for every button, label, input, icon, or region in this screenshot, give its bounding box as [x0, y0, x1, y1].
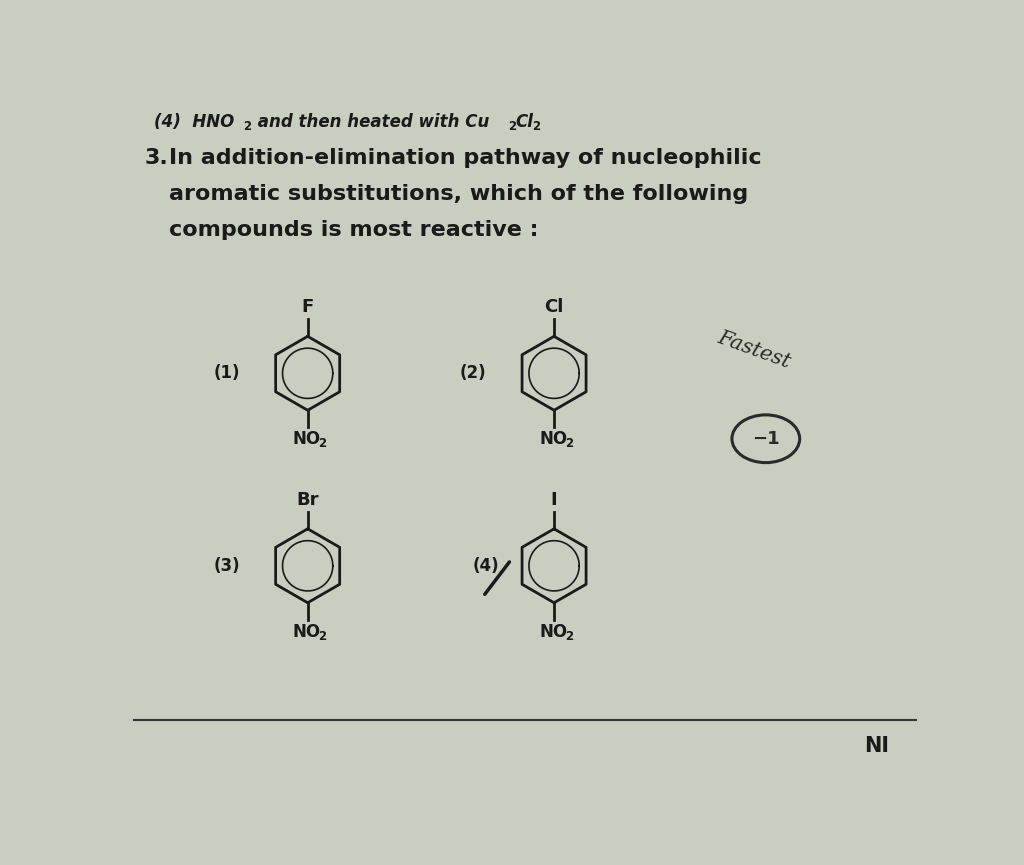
Text: 2: 2 — [243, 120, 251, 133]
Text: (4): (4) — [473, 557, 500, 575]
Text: Cl: Cl — [545, 298, 564, 317]
Text: NO: NO — [293, 430, 321, 448]
Text: and then heated with Cu: and then heated with Cu — [252, 112, 489, 131]
Text: Cl: Cl — [515, 112, 534, 131]
Text: 2: 2 — [564, 630, 572, 643]
Text: Br: Br — [296, 490, 318, 509]
Text: compounds is most reactive :: compounds is most reactive : — [169, 220, 539, 240]
Text: F: F — [301, 298, 313, 317]
Text: (3): (3) — [213, 557, 240, 575]
Text: (1): (1) — [214, 364, 240, 382]
Text: aromatic substitutions, which of the following: aromatic substitutions, which of the fol… — [169, 184, 749, 204]
Text: 2: 2 — [318, 630, 327, 643]
Text: Fastest: Fastest — [715, 328, 794, 372]
Text: NO: NO — [293, 623, 321, 641]
Text: (2): (2) — [460, 364, 486, 382]
Text: NO: NO — [540, 430, 567, 448]
Text: NO: NO — [540, 623, 567, 641]
Text: 3.: 3. — [144, 148, 168, 168]
Text: 2: 2 — [532, 120, 541, 133]
Text: I: I — [551, 490, 557, 509]
Text: In addition-elimination pathway of nucleophilic: In addition-elimination pathway of nucle… — [169, 148, 762, 168]
Text: NI: NI — [864, 736, 889, 756]
Text: −1: −1 — [752, 430, 779, 448]
Text: 2: 2 — [564, 437, 572, 450]
Text: 2: 2 — [508, 120, 516, 133]
Text: (4)  HNO: (4) HNO — [154, 112, 233, 131]
Text: 2: 2 — [318, 437, 327, 450]
